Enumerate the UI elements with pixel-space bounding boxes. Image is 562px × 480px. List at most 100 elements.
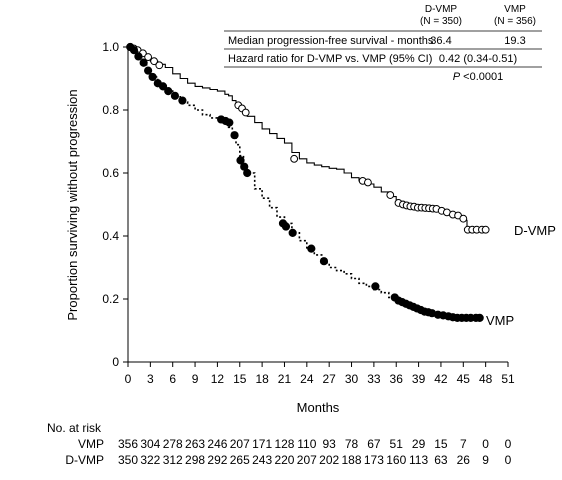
x-ticks: 0 3 6 9 12 15 18 21 24 27 30 33 36 39 42 45 48 51 bbox=[125, 362, 515, 386]
table-row-median-label: Median progression-free survival - month… bbox=[228, 35, 434, 47]
series-point-vmp bbox=[281, 222, 291, 231]
x-tick-label: 24 bbox=[300, 372, 314, 386]
y-tick-label: 0.8 bbox=[102, 103, 119, 117]
series-point-vmp bbox=[170, 91, 180, 100]
at-risk-value-d-vmp: 312 bbox=[163, 453, 183, 467]
x-tick-label: 45 bbox=[457, 372, 471, 386]
series-line-vmp bbox=[128, 46, 479, 319]
axes: 00.20.40.60.81.0 0 3 6 9 12 15 18 21 24 27 30 33 36 3… bbox=[65, 40, 515, 415]
at-risk-value-vmp: 246 bbox=[207, 437, 227, 451]
x-tick-label: 27 bbox=[322, 372, 336, 386]
at-risk-value-vmp: 171 bbox=[252, 437, 272, 451]
at-risk-value-vmp: 128 bbox=[274, 437, 294, 451]
at-risk-label-dvmp: D-VMP bbox=[65, 453, 104, 467]
series-point-d-vmp bbox=[150, 57, 158, 66]
x-tick-label: 6 bbox=[169, 372, 176, 386]
series-point-vmp bbox=[319, 257, 329, 266]
table-row-hr-value: 0.42 (0.34-0.51) bbox=[439, 53, 517, 65]
table-p-value: P <0.0001 bbox=[453, 71, 503, 83]
table-col-header-dvmp: D-VMP bbox=[425, 4, 458, 15]
series-point-d-vmp bbox=[155, 61, 164, 70]
series-point-vmp bbox=[139, 58, 148, 67]
at-risk-value-vmp: 356 bbox=[118, 437, 138, 451]
at-risk-value-vmp: 78 bbox=[345, 437, 359, 451]
series-point-d-vmp bbox=[290, 154, 299, 163]
series-label-dvmp: D-VMP bbox=[514, 223, 556, 238]
at-risk-value-vmp: 110 bbox=[297, 437, 316, 451]
series-point-d-vmp bbox=[481, 225, 490, 234]
series-point-vmp bbox=[129, 46, 139, 55]
series-point-vmp bbox=[230, 131, 239, 140]
x-tick-label: 0 bbox=[125, 372, 132, 386]
series-point-d-vmp bbox=[459, 214, 468, 223]
series-point-vmp bbox=[243, 168, 252, 178]
x-tick-label: 9 bbox=[192, 372, 199, 386]
at-risk-value-vmp: 7 bbox=[460, 437, 467, 451]
at-risk-value-d-vmp: 0 bbox=[505, 453, 512, 467]
at-risk-value-d-vmp: 202 bbox=[319, 453, 339, 467]
series-point-vmp bbox=[148, 72, 157, 82]
at-risk-table: No. at risk VMP D-VMP 356 304 278 263 246 207… bbox=[47, 421, 512, 467]
at-risk-value-d-vmp: 298 bbox=[185, 453, 205, 467]
series-point-vmp bbox=[164, 87, 173, 96]
series-point-vmp bbox=[475, 313, 484, 322]
at-risk-value-vmp: 15 bbox=[434, 437, 448, 451]
at-risk-value-d-vmp: 292 bbox=[207, 453, 227, 467]
table-col-subheader-vmp: (N = 356) bbox=[494, 16, 536, 27]
at-risk-value-d-vmp: 350 bbox=[118, 453, 138, 467]
at-risk-value-vmp: 263 bbox=[185, 437, 205, 451]
y-tick-label: 1.0 bbox=[102, 40, 119, 54]
at-risk-value-d-vmp: 243 bbox=[252, 453, 272, 467]
at-risk-value-vmp: 67 bbox=[367, 437, 381, 451]
series-point-d-vmp bbox=[241, 108, 250, 117]
x-axis-title: Months bbox=[297, 400, 340, 415]
y-tick-label: 0 bbox=[112, 355, 119, 369]
at-risk-value-vmp: 0 bbox=[505, 437, 512, 451]
table-row-hr-label: Hazard ratio for D-VMP vs. VMP (95% CI) bbox=[228, 53, 432, 65]
at-risk-value-d-vmp: 207 bbox=[297, 453, 317, 467]
x-tick-label: 15 bbox=[233, 372, 247, 386]
series-point-vmp bbox=[158, 82, 168, 91]
series-point-d-vmp bbox=[386, 191, 395, 199]
y-axis-title: Proportion surviving without progression bbox=[65, 89, 80, 320]
at-risk-value-vmp: 29 bbox=[412, 437, 426, 451]
series-point-vmp bbox=[288, 228, 297, 237]
table-row-median-dvmp: 36.4 bbox=[430, 35, 451, 47]
table-p-value-text: <0.0001 bbox=[460, 71, 503, 83]
at-risk-value-vmp: 207 bbox=[230, 437, 250, 451]
series-point-d-vmp bbox=[364, 178, 372, 187]
at-risk-value-d-vmp: 173 bbox=[364, 453, 384, 467]
at-risk-values: 356 304 278 263 246 207 171 128 110 93 78 67 51 29 15 7… bbox=[118, 437, 512, 467]
x-tick-label: 51 bbox=[501, 372, 515, 386]
table-col-header-vmp: VMP bbox=[504, 4, 526, 15]
series-layer bbox=[126, 42, 490, 322]
at-risk-value-vmp: 0 bbox=[482, 437, 489, 451]
at-risk-value-d-vmp: 160 bbox=[386, 453, 406, 467]
series-point-vmp bbox=[371, 282, 380, 291]
at-risk-value-d-vmp: 63 bbox=[434, 453, 448, 467]
at-risk-title: No. at risk bbox=[47, 421, 102, 435]
x-tick-label: 18 bbox=[255, 372, 269, 386]
x-tick-label: 33 bbox=[367, 372, 381, 386]
summary-table: D-VMP (N = 350) VMP (N = 356) Median pro… bbox=[224, 4, 542, 83]
at-risk-value-vmp: 278 bbox=[163, 437, 183, 451]
at-risk-value-vmp: 304 bbox=[140, 437, 160, 451]
at-risk-label-vmp: VMP bbox=[78, 437, 104, 451]
series-line-d-vmp bbox=[128, 46, 486, 231]
x-tick-label: 12 bbox=[211, 372, 225, 386]
y-tick-label: 0.2 bbox=[102, 292, 119, 306]
x-tick-label: 39 bbox=[412, 372, 426, 386]
table-p-value-symbol: P bbox=[453, 71, 461, 83]
series-point-vmp bbox=[236, 156, 245, 165]
x-tick-label: 42 bbox=[434, 372, 448, 386]
x-tick-label: 30 bbox=[345, 372, 359, 386]
series-point-vmp bbox=[134, 52, 143, 61]
at-risk-value-d-vmp: 322 bbox=[140, 453, 160, 467]
series-point-vmp bbox=[144, 66, 153, 75]
table-col-subheader-dvmp: (N = 350) bbox=[420, 16, 462, 27]
at-risk-value-vmp: 51 bbox=[390, 437, 404, 451]
at-risk-value-d-vmp: 26 bbox=[457, 453, 471, 467]
y-tick-label: 0.4 bbox=[102, 229, 119, 243]
at-risk-value-d-vmp: 265 bbox=[230, 453, 250, 467]
